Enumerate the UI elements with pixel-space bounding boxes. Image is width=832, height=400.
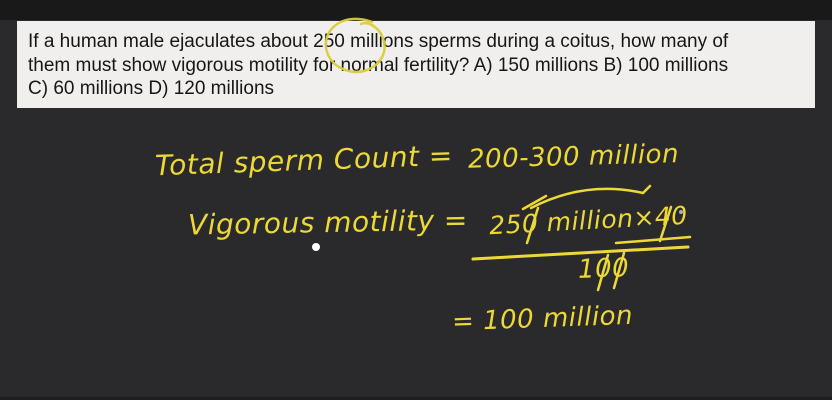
solution-fraction-denominator: 100 <box>577 253 630 285</box>
solution-total-sperm-label: Total sperm Count = <box>154 138 454 183</box>
solution-total-sperm-value: 200-300 million <box>467 139 680 175</box>
bottom-bar <box>0 397 832 400</box>
solution-fraction-numerator: 250 million×40 <box>488 200 689 241</box>
question-box: If a human male ejaculates about 250 mil… <box>17 21 815 108</box>
question-line: them must show vigorous motility for nor… <box>28 54 729 76</box>
fraction-short-bar <box>614 235 692 245</box>
cursor-dot[interactable] <box>312 243 320 251</box>
top-bar <box>0 0 832 20</box>
question-line: C) 60 millions D) 120 millions <box>28 78 275 99</box>
numerator-tick-icon <box>521 194 548 211</box>
solution-vigorous-motility-label: Vigorous motility = <box>187 203 469 242</box>
solution-result: = 100 million <box>451 300 634 338</box>
question-line: If a human male ejaculates about 250 mil… <box>28 31 729 52</box>
